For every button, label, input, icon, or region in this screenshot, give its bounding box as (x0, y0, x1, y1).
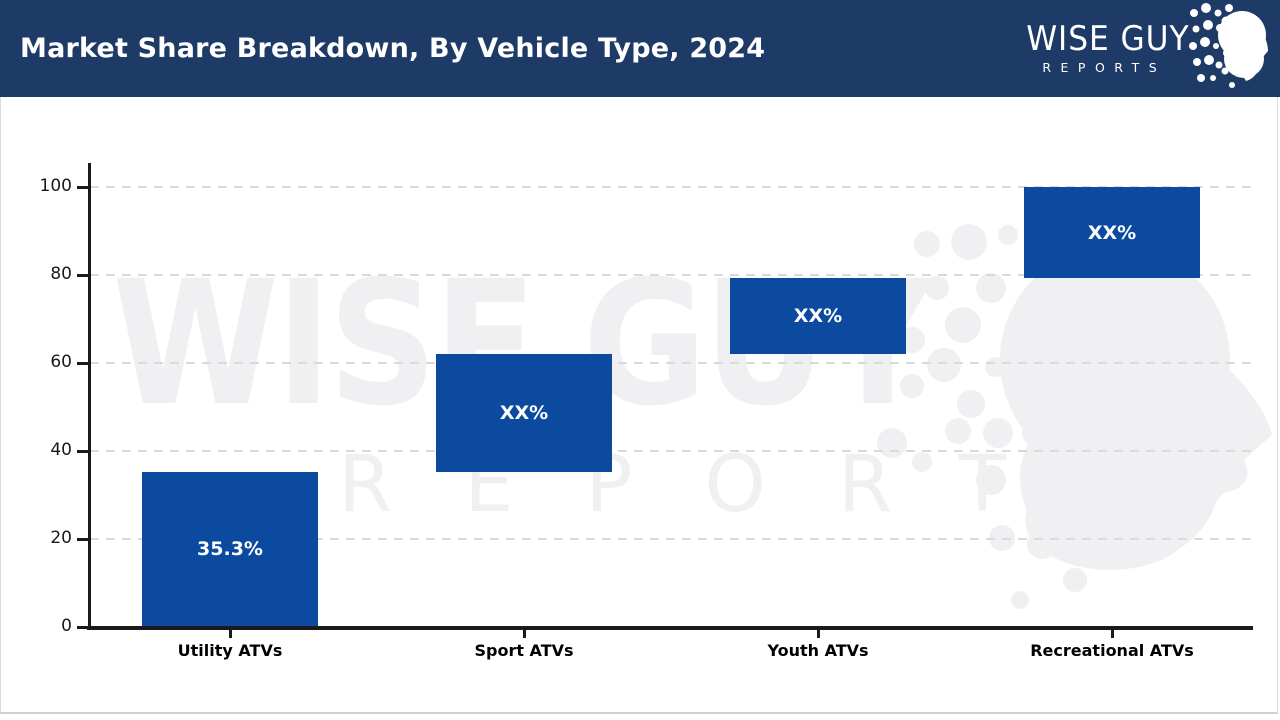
x-axis-tick (229, 630, 232, 638)
watermark-head-icon (877, 224, 1272, 609)
header-bar: Market Share Breakdown, By Vehicle Type,… (0, 0, 1280, 97)
bar-segment: XX% (436, 354, 612, 472)
x-axis-tick (1111, 630, 1114, 638)
bar-segment: XX% (1024, 187, 1200, 279)
y-axis-tick-label: 100 (39, 176, 72, 196)
logo-text: WISE GUY REPORTS (1012, 22, 1190, 75)
x-axis-tick (817, 630, 820, 638)
x-axis-spine (87, 626, 1253, 630)
y-axis-tick (77, 538, 89, 541)
gridline (90, 450, 1253, 452)
y-axis-spine (88, 163, 91, 629)
y-axis-tick-label: 40 (50, 440, 72, 460)
y-axis-tick-label: 60 (50, 352, 72, 372)
bar-segment: XX% (730, 278, 906, 355)
y-axis-tick-label: 20 (50, 528, 72, 548)
x-axis-category-label: Sport ATVs (474, 641, 574, 660)
x-axis-tick (523, 630, 526, 638)
brand-logo: WISE GUY REPORTS (1012, 1, 1270, 96)
y-axis-tick (77, 362, 89, 365)
gridline (90, 362, 1253, 364)
y-axis-tick (77, 450, 89, 453)
x-axis-category-label: Recreational ATVs (1030, 641, 1194, 660)
y-axis-tick (77, 186, 89, 189)
bar-value-label: 35.3% (197, 538, 263, 561)
bar-segment: 35.3% (142, 471, 318, 627)
page-title: Market Share Breakdown, By Vehicle Type,… (20, 33, 766, 64)
gridline (90, 186, 1253, 188)
bar-value-label: XX% (793, 305, 843, 328)
x-axis-category-label: Youth ATVs (767, 641, 869, 660)
y-axis-tick (77, 274, 89, 277)
bar-value-label: XX% (499, 401, 549, 424)
gridline (90, 538, 1253, 540)
gridline (90, 274, 1253, 276)
logo-head-icon (1189, 3, 1268, 88)
logo-wordmark: WISE GUY (1026, 19, 1190, 59)
logo-subtext: REPORTS (1042, 60, 1167, 75)
y-axis-tick-label: 80 (50, 264, 72, 284)
bar-value-label: XX% (1087, 221, 1137, 244)
x-axis-category-label: Utility ATVs (177, 641, 283, 660)
y-axis-tick-label: 0 (61, 616, 72, 636)
y-axis-tick (77, 626, 89, 629)
